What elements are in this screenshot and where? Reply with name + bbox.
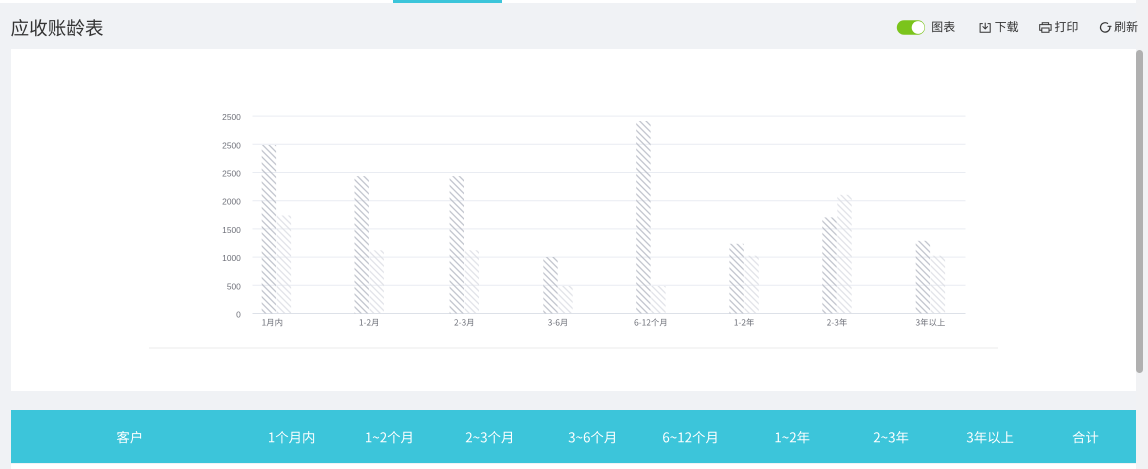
- svg-text:2500: 2500: [222, 140, 241, 150]
- svg-text:1500: 1500: [222, 225, 241, 235]
- svg-text:2000: 2000: [222, 197, 241, 207]
- svg-text:2500: 2500: [222, 112, 241, 122]
- svg-text:500: 500: [227, 281, 241, 291]
- svg-text:1000: 1000: [222, 253, 241, 263]
- svg-text:0: 0: [236, 310, 241, 320]
- svg-text:2500: 2500: [222, 169, 241, 179]
